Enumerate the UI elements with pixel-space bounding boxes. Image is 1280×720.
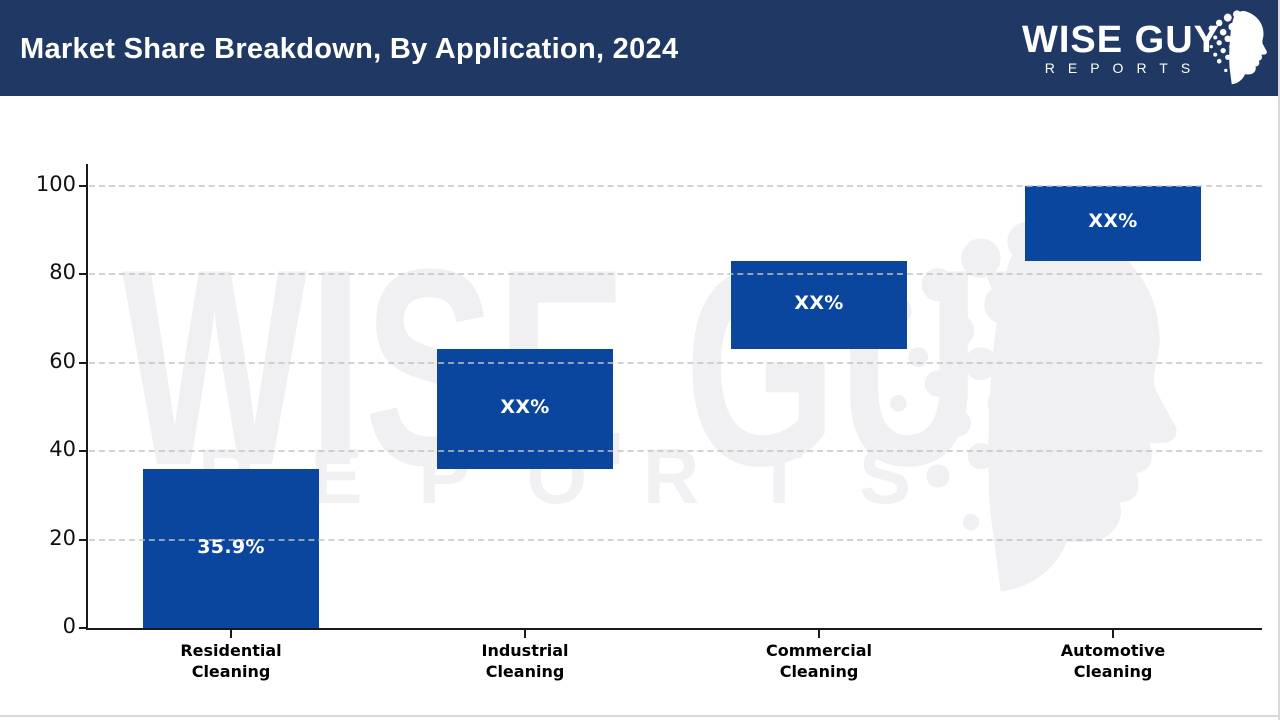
category-label-line: Automotive [1060,641,1166,660]
x-axis-tick-commercial-cleaning [818,630,820,638]
y-axis-tick-60 [79,361,87,364]
page-bottom-rule [0,715,1278,717]
y-axis-tick-80 [79,273,87,275]
bar-commercial-cleaning [731,260,907,350]
category-label-line: Cleaning [779,662,859,681]
y-axis-tick-label: 80 [49,260,76,284]
gridline-100 [89,184,1262,187]
category-label-automotive-cleaning: Automotive Cleaning [993,640,1233,682]
category-label-line: Cleaning [485,662,565,681]
y-axis-tick-label: 20 [49,525,76,550]
y-axis-tick-0 [79,627,87,629]
y-axis-tick-label: 0 [62,614,76,638]
y-axis-tick-label: 40 [49,437,76,461]
bar-value-label-residential-cleaning: 35.9% [197,535,265,558]
bar-value-label-industrial-cleaning: XX% [500,396,550,419]
category-label-line: Residential [180,641,282,660]
category-label-residential-cleaning: Residential Cleaning [111,640,351,682]
y-axis-line [86,164,88,630]
page-title: Market Share Breakdown, By Application, … [20,33,679,65]
category-label-line: Cleaning [1073,662,1153,681]
category-label-line: Commercial [765,641,873,660]
category-label-commercial-cleaning: Commercial Cleaning [699,640,939,682]
x-axis-line [86,628,1262,630]
gridline-40 [89,450,1262,452]
gridline-20 [89,538,1262,541]
y-axis-tick-label: 60 [49,348,76,373]
y-axis-tick-label: 100 [35,171,76,196]
bar-value-label-automotive-cleaning: XX% [1088,210,1138,233]
logo-text: WISE GUY REPORTS [1022,20,1220,76]
x-axis-tick-automotive-cleaning [1112,630,1114,638]
wise-guy-reports-logo: WISE GUY REPORTS [1022,4,1272,92]
bar-residential-cleaning [143,469,319,628]
category-label-line: Cleaning [191,662,271,681]
bar-industrial-cleaning [437,349,613,470]
dotted-head-profile-icon [1208,10,1267,85]
y-axis-tick-100 [79,184,87,187]
header: Market Share Breakdown, By Application, … [0,0,1278,96]
logo-wordmark: WISE GUY [1021,19,1220,61]
category-label-industrial-cleaning: Industrial Cleaning [405,640,645,682]
y-axis-tick-40 [79,450,87,452]
gridline-60 [89,361,1262,364]
x-axis-tick-industrial-cleaning [524,630,526,638]
x-axis-tick-residential-cleaning [230,630,232,638]
logo-subtitle: REPORTS [1044,60,1204,76]
y-axis-tick-20 [79,538,87,541]
bar-value-label-commercial-cleaning: XX% [794,291,844,314]
bar-automotive-cleaning [1025,185,1201,261]
category-label-line: Industrial [481,641,569,660]
gridline-80 [89,273,1262,275]
